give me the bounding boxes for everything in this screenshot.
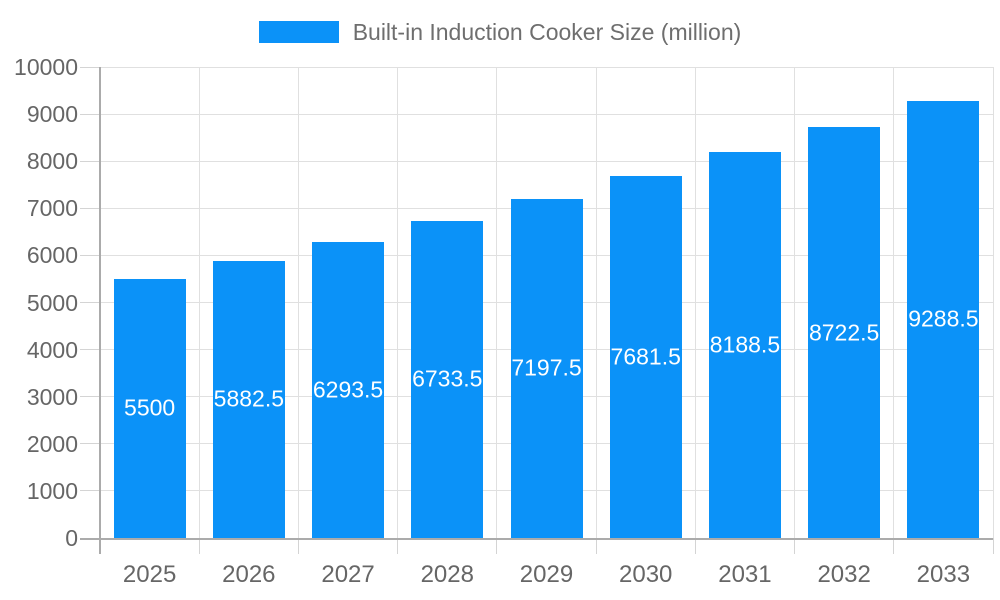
x-gridline [198, 67, 200, 538]
x-tick [397, 538, 399, 554]
x-gridline [794, 67, 796, 538]
bar-value-label: 8188.5 [709, 331, 781, 358]
y-gridline [100, 160, 993, 162]
x-tick [198, 538, 200, 554]
y-tick-label: 3000 [26, 383, 78, 410]
bar-2027[interactable]: 6293.5 [312, 241, 385, 538]
x-tick [99, 538, 101, 554]
y-tick [80, 443, 100, 445]
y-tick-label: 0 [65, 525, 78, 551]
x-tick-label: 2029 [519, 561, 574, 588]
x-tick [297, 538, 299, 554]
y-gridline [100, 113, 993, 115]
bar-2026[interactable]: 5882.5 [212, 260, 285, 538]
bar-2032[interactable]: 8722.5 [808, 127, 881, 538]
bar-value-label: 8722.5 [808, 319, 880, 346]
bar-value-label: 7681.5 [610, 343, 681, 370]
x-tick-label: 2032 [817, 561, 871, 588]
y-tick-label: 10000 [14, 54, 78, 80]
x-tick-label: 2028 [420, 561, 474, 588]
x-tick [694, 538, 696, 554]
x-tick [794, 538, 796, 554]
y-tick [80, 113, 100, 115]
y-tick-label: 6000 [26, 242, 78, 269]
x-gridline [893, 67, 895, 538]
y-tick-label: 4000 [26, 336, 78, 363]
y-tick [80, 160, 100, 162]
bar-2031[interactable]: 8188.5 [708, 152, 781, 538]
x-gridline [496, 67, 498, 538]
y-gridline [100, 66, 993, 68]
x-tick [893, 538, 895, 554]
bar-value-label: 5500 [124, 394, 176, 421]
bar-2028[interactable]: 6733.5 [411, 220, 484, 538]
x-gridline [694, 67, 696, 538]
y-tick [80, 302, 100, 303]
legend[interactable]: Built-in Induction Cooker Size (million) [0, 18, 1000, 46]
y-tick [80, 207, 100, 209]
x-tick [992, 538, 994, 554]
y-tick-label: 8000 [26, 148, 78, 175]
x-gridline [595, 67, 597, 538]
x-gridline [397, 67, 399, 538]
y-tick-label: 5000 [26, 289, 78, 316]
bar-value-label: 7197.5 [511, 354, 582, 381]
y-tick-label: 9000 [26, 101, 78, 128]
y-tick [80, 254, 100, 256]
bar-2025[interactable]: 5500 [113, 278, 186, 538]
bar-value-label: 9288.5 [908, 305, 979, 332]
y-tick-label: 7000 [26, 195, 78, 222]
x-tick-label: 2025 [122, 561, 177, 588]
x-gridline [297, 67, 299, 538]
x-tick [595, 538, 597, 554]
y-tick-label: 2000 [26, 430, 78, 457]
legend-swatch [258, 21, 339, 43]
y-axis-line [99, 67, 101, 540]
y-tick-label: 1000 [26, 477, 78, 504]
bar-value-label: 6293.5 [312, 376, 384, 403]
bar-2033[interactable]: 9288.5 [907, 100, 980, 538]
bar-2030[interactable]: 7681.5 [609, 176, 682, 538]
x-tick [496, 538, 498, 554]
x-axis-line [80, 538, 993, 540]
x-tick-label: 2033 [916, 561, 971, 588]
bar-value-label: 5882.5 [213, 385, 285, 412]
x-tick-label: 2030 [619, 561, 673, 588]
x-tick-label: 2031 [718, 561, 772, 588]
bar-2029[interactable]: 7197.5 [510, 198, 583, 538]
bar-value-label: 6733.5 [412, 365, 483, 392]
x-tick-label: 2027 [321, 561, 375, 588]
x-gridline [992, 67, 994, 538]
x-tick-label: 2026 [222, 561, 276, 588]
legend-label: Built-in Induction Cooker Size (million) [352, 19, 742, 45]
y-tick [80, 349, 100, 351]
y-tick [80, 490, 100, 492]
y-tick [80, 66, 100, 68]
y-tick [80, 396, 100, 398]
